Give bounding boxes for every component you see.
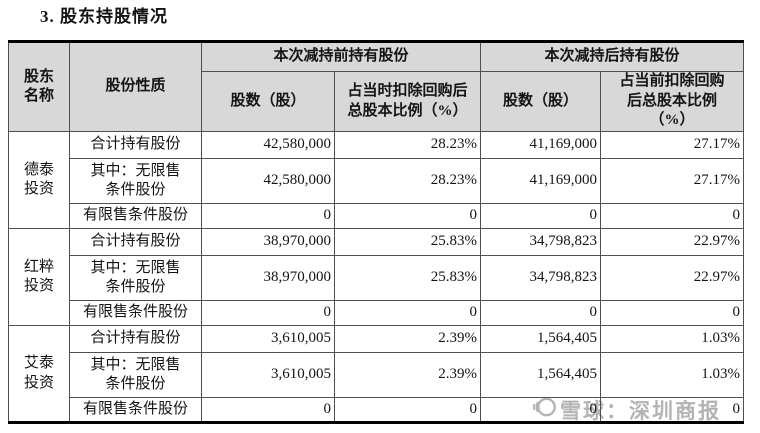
shareholder-name-cell: 德泰 投资	[8, 131, 70, 229]
share-type-cell: 其中：无限售 条件股份	[69, 352, 202, 398]
table-row: 有限售条件股份 0 0 0 0	[9, 397, 745, 423]
post-shares-cell: 0	[480, 203, 602, 229]
pre-pct-cell: 2.39%	[333, 352, 482, 398]
pre-pct-cell: 2.39%	[333, 325, 482, 353]
table-row: 其中：无限售 条件股份 3,610,005 2.39% 1,564,405 1.…	[9, 352, 745, 398]
post-shares-cell: 34,798,823	[480, 228, 602, 256]
table-row: 其中：无限售 条件股份 42,580,000 28.23% 41,169,000…	[9, 158, 745, 204]
share-type-cell: 其中：无限售 条件股份	[69, 158, 202, 204]
table-row: 有限售条件股份 0 0 0 0	[9, 203, 745, 229]
post-pct-cell: 27.17%	[600, 158, 745, 204]
shareholding-table: 股东 名称 股份性质 本次减持前持有股份 本次减持后持有股份 股数（股） 占当时…	[8, 40, 745, 424]
pre-pct-cell: 0	[333, 203, 482, 229]
share-type-cell: 合计持有股份	[69, 325, 202, 353]
group-hongcui: 红粹 投资 合计持有股份 38,970,000 25.83% 34,798,82…	[8, 228, 745, 326]
share-type-cell: 有限售条件股份	[69, 300, 202, 326]
header-before-reduction-group: 本次减持前持有股份	[200, 41, 482, 72]
post-pct-cell: 22.97%	[600, 255, 745, 301]
pre-shares-cell: 0	[201, 203, 335, 229]
post-pct-cell: 1.03%	[600, 352, 745, 398]
table-row: 有限售条件股份 0 0 0 0	[9, 300, 745, 326]
table-header: 股东 名称 股份性质 本次减持前持有股份 本次减持后持有股份 股数（股） 占当时…	[8, 41, 745, 132]
pre-pct-cell: 0	[333, 300, 482, 326]
pre-pct-cell: 25.83%	[333, 228, 482, 256]
post-shares-cell: 41,169,000	[480, 158, 602, 204]
table-row: 艾泰 投资 合计持有股份 3,610,005 2.39% 1,564,405 1…	[8, 325, 745, 423]
table-row: 红粹 投资 合计持有股份 38,970,000 25.83% 34,798,82…	[8, 228, 745, 326]
header-shares-before: 股数（股）	[201, 71, 335, 132]
header-after-reduction-group: 本次减持后持有股份	[480, 41, 745, 72]
group-aitai: 艾泰 投资 合计持有股份 3,610,005 2.39% 1,564,405 1…	[8, 325, 745, 423]
section-title: 3. 股东持股情况	[40, 7, 168, 26]
table-row: 其中：无限售 条件股份 38,970,000 25.83% 34,798,823…	[9, 255, 745, 301]
header-pct-before: 占当时扣除回购后 总股本比例（%）	[333, 71, 482, 132]
pre-shares-cell: 0	[201, 397, 335, 423]
pre-shares-cell: 3,610,005	[201, 325, 335, 353]
pre-pct-cell: 28.23%	[333, 158, 482, 204]
pre-shares-cell: 3,610,005	[201, 352, 335, 398]
header-row-columns: 股数（股） 占当时扣除回购后 总股本比例（%） 股数（股） 占当前扣除回购 后总…	[9, 71, 745, 132]
share-type-cell: 合计持有股份	[69, 228, 202, 256]
post-pct-cell: 0	[600, 397, 745, 423]
header-pct-after: 占当前扣除回购 后总股本比例 （%）	[600, 71, 745, 132]
share-type-cell: 有限售条件股份	[69, 397, 202, 423]
post-shares-cell: 41,169,000	[480, 131, 602, 159]
pre-pct-cell: 25.83%	[333, 255, 482, 301]
header-row-groups: 股东 名称 股份性质 本次减持前持有股份 本次减持后持有股份	[8, 41, 745, 132]
post-pct-cell: 0	[600, 300, 745, 326]
post-shares-cell: 1,564,405	[480, 325, 602, 353]
pre-shares-cell: 38,970,000	[201, 228, 335, 256]
pre-shares-cell: 38,970,000	[201, 255, 335, 301]
share-type-cell: 合计持有股份	[69, 131, 202, 159]
post-shares-cell: 0	[480, 300, 602, 326]
post-shares-cell: 34,798,823	[480, 255, 602, 301]
pre-pct-cell: 0	[333, 397, 482, 423]
post-pct-cell: 22.97%	[600, 228, 745, 256]
share-type-cell: 有限售条件股份	[69, 203, 202, 229]
shareholder-name-cell: 艾泰 投资	[8, 325, 70, 423]
table-row: 德泰 投资 合计持有股份 42,580,000 28.23% 41,169,00…	[8, 131, 745, 229]
pre-shares-cell: 0	[201, 300, 335, 326]
pre-pct-cell: 28.23%	[333, 131, 482, 159]
post-shares-cell: 0	[480, 397, 602, 423]
header-shareholder-name: 股东 名称	[8, 41, 70, 132]
post-shares-cell: 1,564,405	[480, 352, 602, 398]
pre-shares-cell: 42,580,000	[201, 131, 335, 159]
group-detai: 德泰 投资 合计持有股份 42,580,000 28.23% 41,169,00…	[8, 131, 745, 229]
header-share-nature: 股份性质	[69, 41, 202, 132]
share-type-cell: 其中：无限售 条件股份	[69, 255, 202, 301]
header-shares-after: 股数（股）	[480, 71, 602, 132]
post-pct-cell: 0	[600, 203, 745, 229]
pre-shares-cell: 42,580,000	[201, 158, 335, 204]
post-pct-cell: 1.03%	[600, 325, 745, 353]
post-pct-cell: 27.17%	[600, 131, 745, 159]
shareholder-name-cell: 红粹 投资	[8, 228, 70, 326]
